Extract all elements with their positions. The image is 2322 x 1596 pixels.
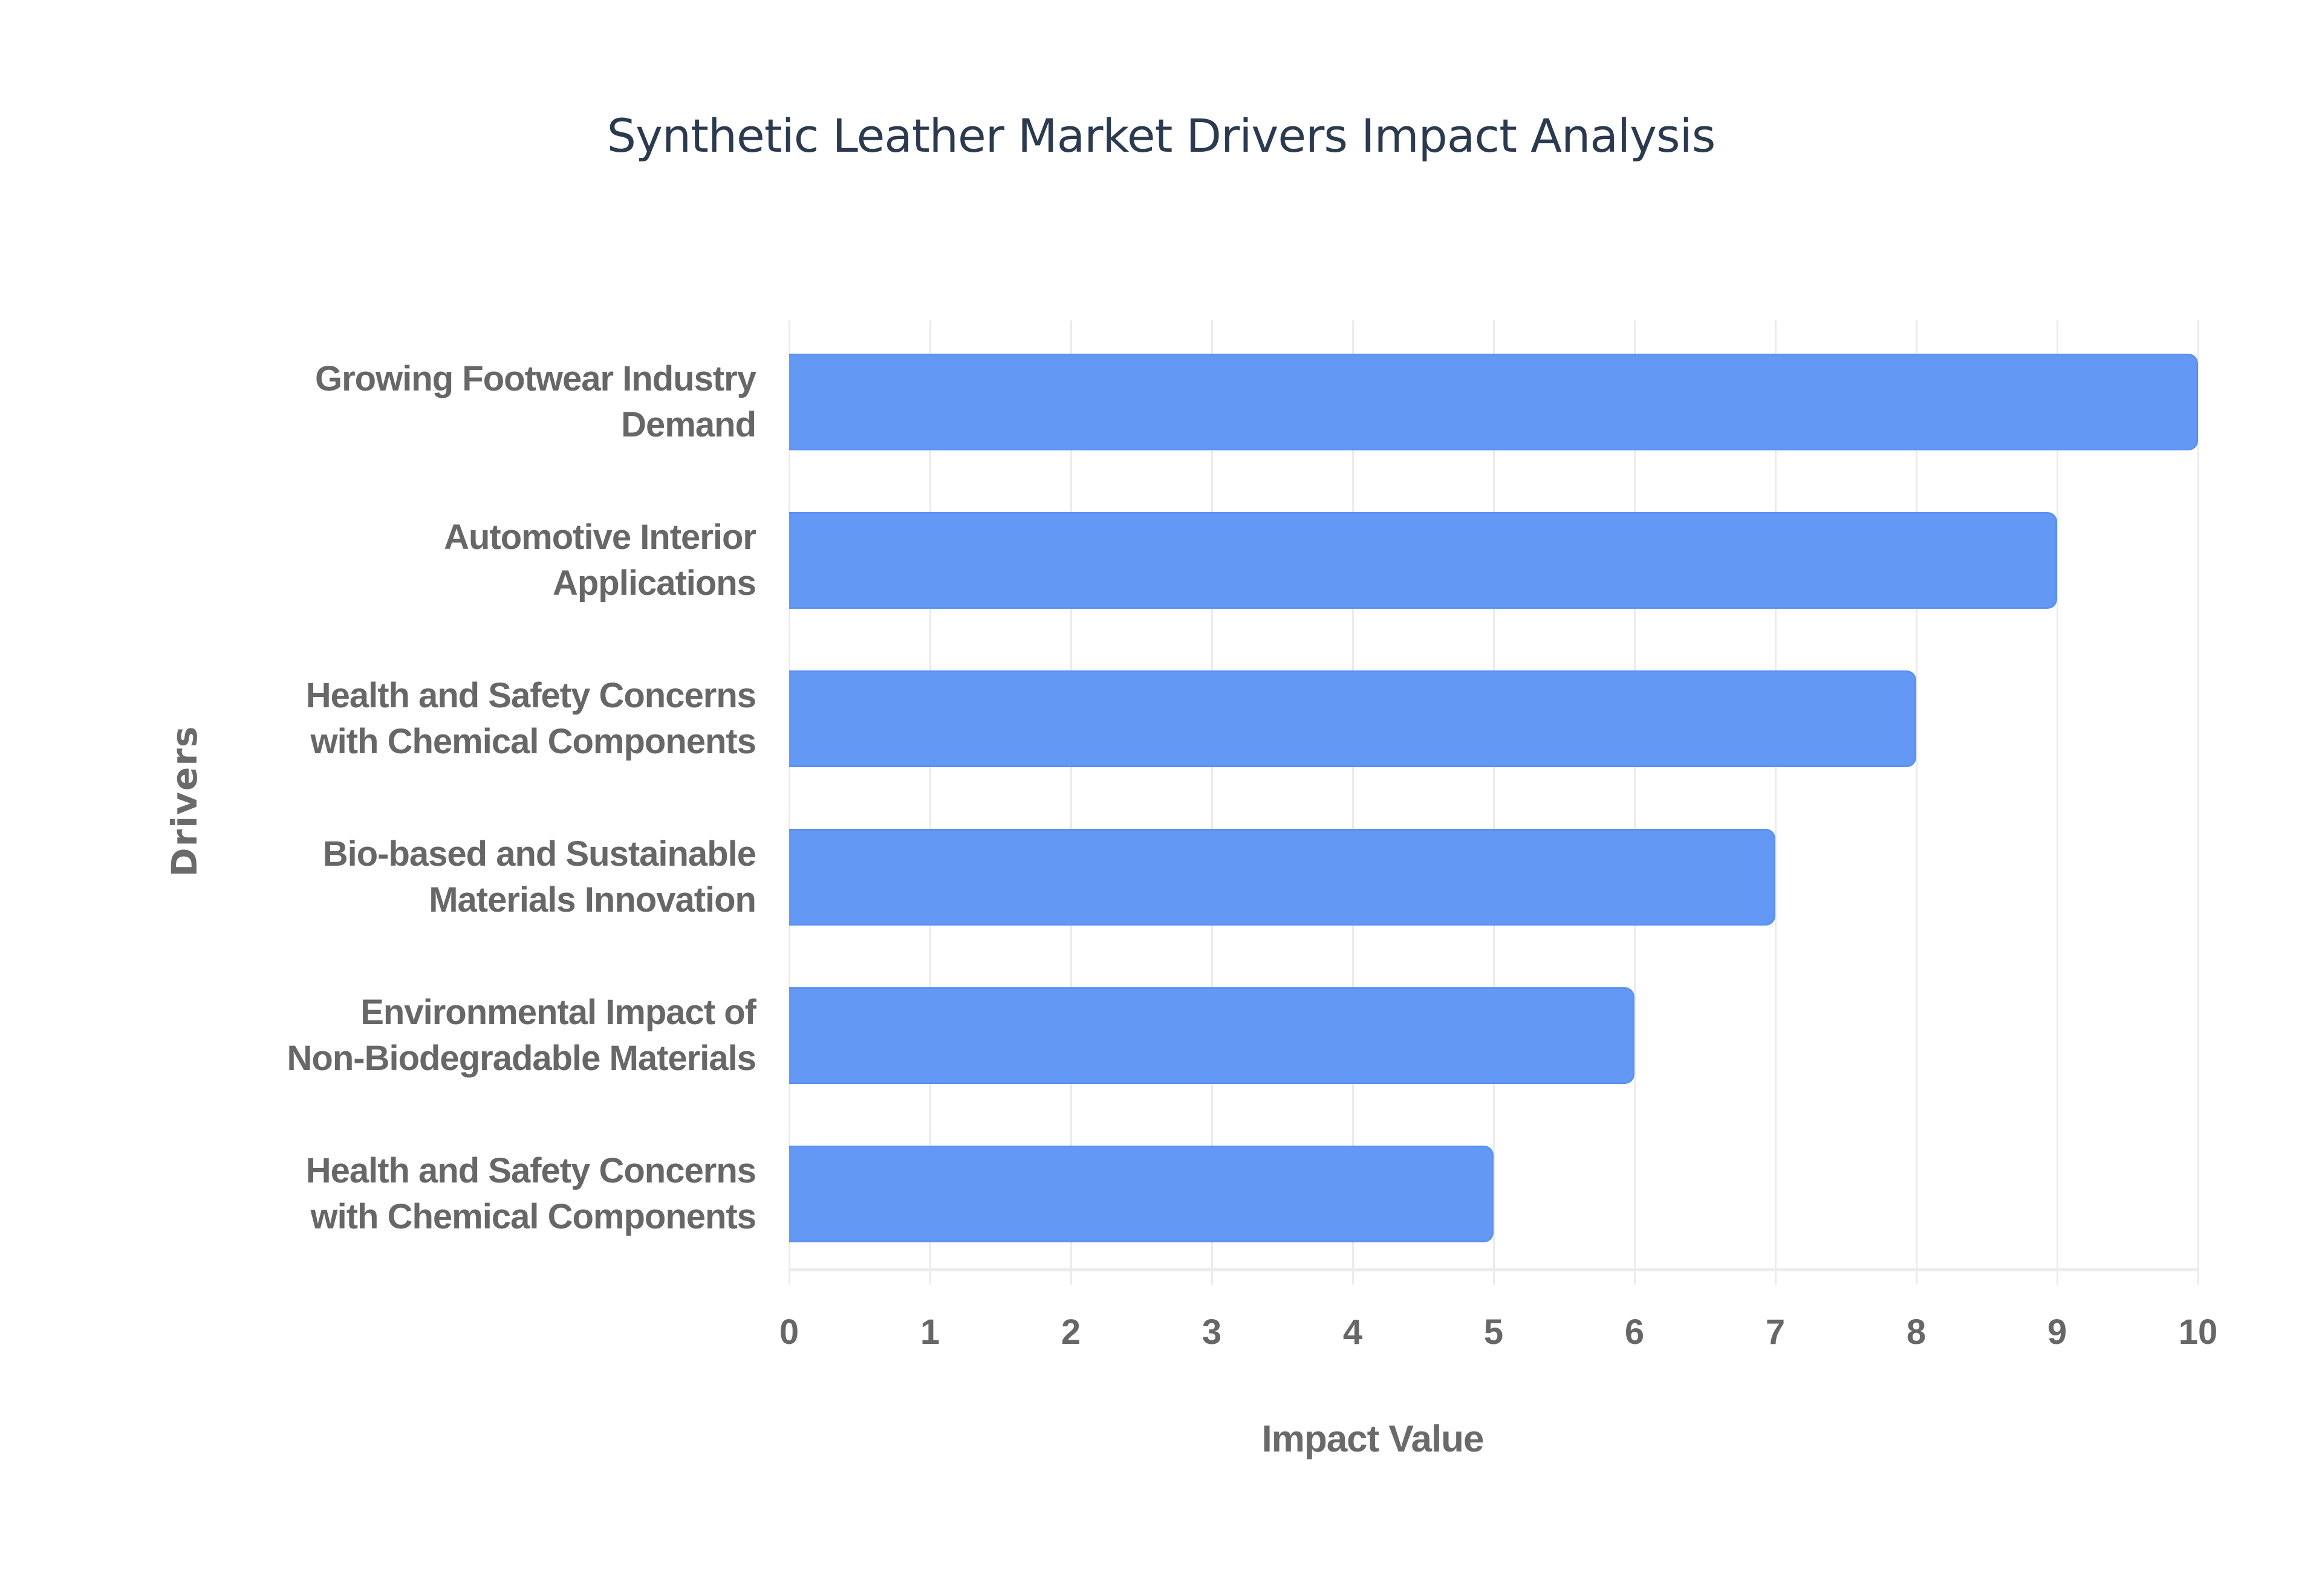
gridline	[1070, 320, 1072, 1285]
bar[interactable]	[789, 987, 1634, 1084]
category-label-line: Health and Safety Concerns	[305, 1151, 756, 1190]
x-tick-label: 5	[1483, 1312, 1504, 1352]
category-label: Growing Footwear Industry Demand	[212, 356, 756, 448]
gridline	[789, 320, 790, 1285]
bar[interactable]	[789, 354, 2198, 450]
bar[interactable]	[789, 670, 1916, 767]
category-label-line: Growing Footwear Industry	[314, 359, 756, 398]
category-label-line: with Chemical Components	[310, 1197, 756, 1236]
category-label-line: with Chemical Components	[310, 722, 756, 761]
category-label-line: Bio-based and Sustainable	[322, 834, 756, 874]
x-tick-label: 2	[1061, 1312, 1081, 1352]
category-label-line: Applications	[552, 563, 756, 603]
category-label: Environmental Impact of Non-Biodegradable…	[212, 990, 756, 1082]
gridline	[2057, 320, 2058, 1285]
x-tick-label: 9	[2047, 1312, 2067, 1352]
category-label-line: Automotive Interior	[444, 517, 756, 557]
x-tick-label: 4	[1342, 1312, 1363, 1352]
category-label: Health and Safety Concerns with Chemical …	[212, 673, 756, 765]
bar[interactable]	[789, 1146, 1494, 1242]
category-label-line: Non-Biodegradable Materials	[287, 1039, 756, 1078]
gridline	[929, 320, 931, 1285]
x-axis-line	[789, 1268, 2198, 1271]
category-label: Automotive Interior Applications	[212, 514, 756, 606]
gridline	[1634, 320, 1636, 1285]
category-label: Bio-based and Sustainable Materials Innov…	[212, 831, 756, 923]
plot-area	[789, 320, 2199, 1285]
category-label-line: Environmental Impact of	[360, 993, 756, 1032]
gridline	[1775, 320, 1777, 1285]
x-tick-label: 7	[1765, 1312, 1786, 1352]
gridline	[1211, 320, 1213, 1285]
x-tick-label: 10	[2178, 1312, 2218, 1352]
x-tick-label: 0	[779, 1312, 799, 1352]
gridline	[2197, 320, 2199, 1285]
category-label: Health and Safety Concerns with Chemical …	[212, 1148, 756, 1240]
x-tick-label: 6	[1624, 1312, 1645, 1352]
chart-title: Synthetic Leather Market Drivers Impact …	[607, 109, 1716, 163]
y-axis-title: Drivers	[164, 725, 205, 877]
gridline	[1916, 320, 1917, 1285]
bar[interactable]	[789, 512, 2057, 609]
x-tick-label: 3	[1202, 1312, 1222, 1352]
x-axis-title: Impact Value	[1261, 1418, 1484, 1460]
x-tick-label: 8	[1906, 1312, 1927, 1352]
gridline	[1493, 320, 1495, 1285]
x-tick-label: 1	[920, 1312, 940, 1352]
category-label-line: Demand	[621, 405, 756, 444]
category-label-line: Materials Innovation	[429, 880, 756, 920]
category-label-line: Health and Safety Concerns	[305, 676, 756, 715]
bar[interactable]	[789, 829, 1775, 926]
gridline	[1352, 320, 1354, 1285]
